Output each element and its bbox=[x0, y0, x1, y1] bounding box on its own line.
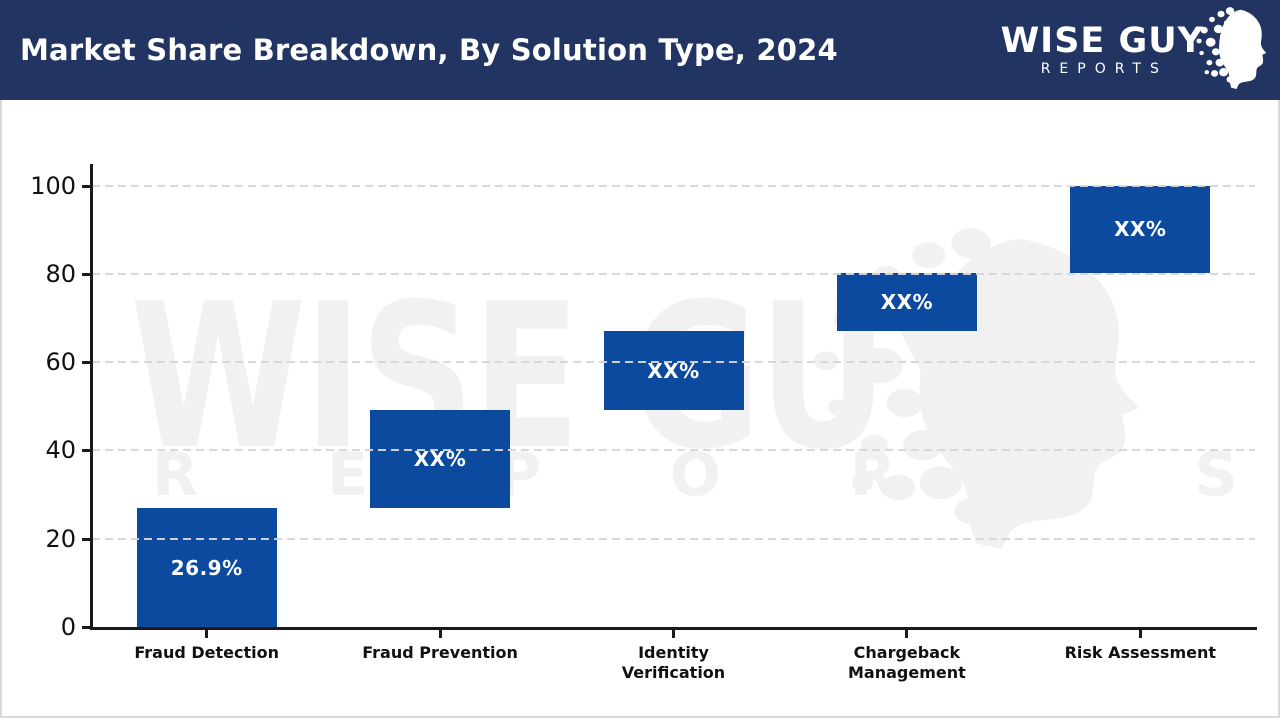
bar-risk-assessment: XX% bbox=[1070, 185, 1211, 274]
bar-value-label: XX% bbox=[1114, 217, 1167, 242]
y-tick-40 bbox=[82, 449, 90, 453]
chart-area: WISE GUY R E P O R T S 26.9% XX% XX% XX% XX%… bbox=[0, 100, 1280, 718]
bar-identity-verification: XX% bbox=[603, 331, 744, 410]
y-tick-100 bbox=[82, 184, 90, 188]
x-tick-label-fraud-detection: Fraud Detection bbox=[97, 643, 317, 663]
bar-chargeback-management: XX% bbox=[836, 273, 977, 332]
gridline-y-60 bbox=[92, 361, 1255, 364]
header: Market Share Breakdown, By Solution Type… bbox=[0, 0, 1280, 100]
y-tick-60 bbox=[82, 361, 90, 365]
y-axis-line bbox=[90, 164, 93, 630]
gridline-y-20 bbox=[92, 537, 1255, 540]
x-tick-label-identity-verification: Identity Verification bbox=[564, 643, 784, 683]
y-tick-label: 20 bbox=[45, 524, 76, 553]
x-axis-line bbox=[90, 627, 1257, 630]
gridline-y-80 bbox=[92, 272, 1255, 275]
bar-fraud-detection: 26.9% bbox=[136, 508, 277, 627]
x-tick-label-line: Fraud Detection bbox=[134, 643, 279, 662]
y-tick-label: 60 bbox=[45, 348, 76, 377]
gridline-y-40 bbox=[92, 449, 1255, 452]
x-tick-fraud-detection bbox=[205, 630, 209, 638]
x-tick-label-line: Fraud Prevention bbox=[362, 643, 518, 662]
x-tick-label-line: Identity bbox=[638, 643, 709, 662]
bar-fraud-prevention: XX% bbox=[370, 409, 511, 509]
y-tick-label: 0 bbox=[60, 613, 76, 641]
x-tick-label-chargeback-management: Chargeback Management bbox=[797, 643, 1017, 683]
x-tick-risk-assessment bbox=[1138, 630, 1142, 638]
y-tick-0 bbox=[82, 626, 90, 629]
gridline-y-100 bbox=[92, 184, 1255, 187]
x-tick-label-risk-assessment: Risk Assessment bbox=[1030, 643, 1250, 663]
y-tick-label: 80 bbox=[45, 259, 76, 288]
y-tick-label: 40 bbox=[45, 436, 76, 465]
x-tick-label-line: Management bbox=[848, 663, 966, 682]
y-tick-80 bbox=[82, 272, 90, 276]
brand-name: WISE GUY bbox=[1000, 21, 1204, 62]
bar-value-label: XX% bbox=[880, 290, 934, 315]
x-tick-chargeback-management bbox=[905, 630, 909, 638]
x-tick-label-line: Verification bbox=[621, 663, 726, 682]
brand-subtitle: REPORTS bbox=[1040, 60, 1168, 77]
plot-area: 26.9% XX% XX% XX% XX% bbox=[82, 164, 1257, 638]
brand-logo: WISE GUY REPORTS bbox=[1001, 4, 1274, 96]
x-tick-identity-verification bbox=[672, 630, 675, 638]
x-tick-label-fraud-prevention: Fraud Prevention bbox=[330, 643, 550, 663]
bar-value-label: 26.9% bbox=[170, 555, 243, 580]
y-tick-label: 100 bbox=[30, 171, 76, 200]
x-tick-label-line: Chargeback bbox=[853, 643, 961, 662]
brand-wordmark: WISE GUY REPORTS bbox=[1001, 23, 1204, 77]
x-tick-label-line: Risk Assessment bbox=[1064, 643, 1217, 662]
page-title: Market Share Breakdown, By Solution Type… bbox=[20, 33, 838, 67]
y-tick-20 bbox=[82, 537, 90, 541]
x-tick-fraud-prevention bbox=[438, 630, 442, 638]
